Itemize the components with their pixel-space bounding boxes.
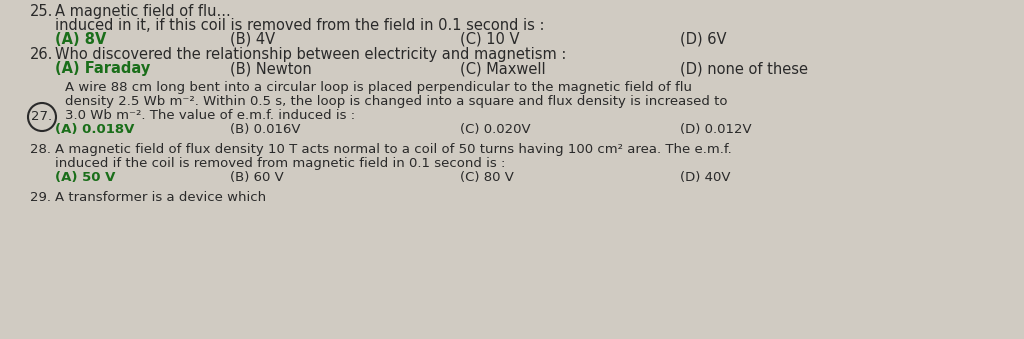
Text: (A) 8V: (A) 8V: [55, 32, 106, 47]
Text: (B) 4V: (B) 4V: [230, 32, 275, 47]
Text: A transformer is a device which: A transformer is a device which: [55, 191, 266, 204]
Text: (A) Faraday: (A) Faraday: [55, 61, 151, 76]
Text: induced if the coil is removed from magnetic field in 0.1 second is :: induced if the coil is removed from magn…: [55, 157, 506, 170]
Text: Who discovered the relationship between electricity and magnetism :: Who discovered the relationship between …: [55, 47, 566, 62]
Text: (C) 0.020V: (C) 0.020V: [460, 123, 530, 136]
Text: (A) 50 V: (A) 50 V: [55, 171, 116, 184]
Text: (B) 60 V: (B) 60 V: [230, 171, 284, 184]
Text: (C) 10 V: (C) 10 V: [460, 32, 519, 47]
Text: (D) 0.012V: (D) 0.012V: [680, 123, 752, 136]
Text: density 2.5 Wb m⁻². Within 0.5 s, the loop is changed into a square and flux den: density 2.5 Wb m⁻². Within 0.5 s, the lo…: [65, 95, 727, 108]
Text: 28.: 28.: [30, 143, 51, 156]
Text: 29.: 29.: [30, 191, 51, 204]
Text: (D) 6V: (D) 6V: [680, 32, 726, 47]
Text: (C) 80 V: (C) 80 V: [460, 171, 514, 184]
Text: A magnetic field of flu...: A magnetic field of flu...: [55, 4, 230, 19]
Text: (B) Newton: (B) Newton: [230, 61, 311, 76]
Text: 27.: 27.: [32, 111, 52, 123]
Text: 3.0 Wb m⁻². The value of e.m.f. induced is :: 3.0 Wb m⁻². The value of e.m.f. induced …: [65, 109, 355, 122]
Text: (D) none of these: (D) none of these: [680, 61, 808, 76]
Text: (B) 0.016V: (B) 0.016V: [230, 123, 300, 136]
Text: (C) Maxwell: (C) Maxwell: [460, 61, 546, 76]
Text: 25.: 25.: [30, 4, 53, 19]
Text: (D) 40V: (D) 40V: [680, 171, 730, 184]
Text: A wire 88 cm long bent into a circular loop is placed perpendicular to the magne: A wire 88 cm long bent into a circular l…: [65, 81, 692, 94]
Text: (A) 0.018V: (A) 0.018V: [55, 123, 134, 136]
Text: A magnetic field of flux density 10 T acts normal to a coil of 50 turns having 1: A magnetic field of flux density 10 T ac…: [55, 143, 732, 156]
Text: 26.: 26.: [30, 47, 53, 62]
Text: induced in it, if this coil is removed from the field in 0.1 second is :: induced in it, if this coil is removed f…: [55, 18, 545, 33]
